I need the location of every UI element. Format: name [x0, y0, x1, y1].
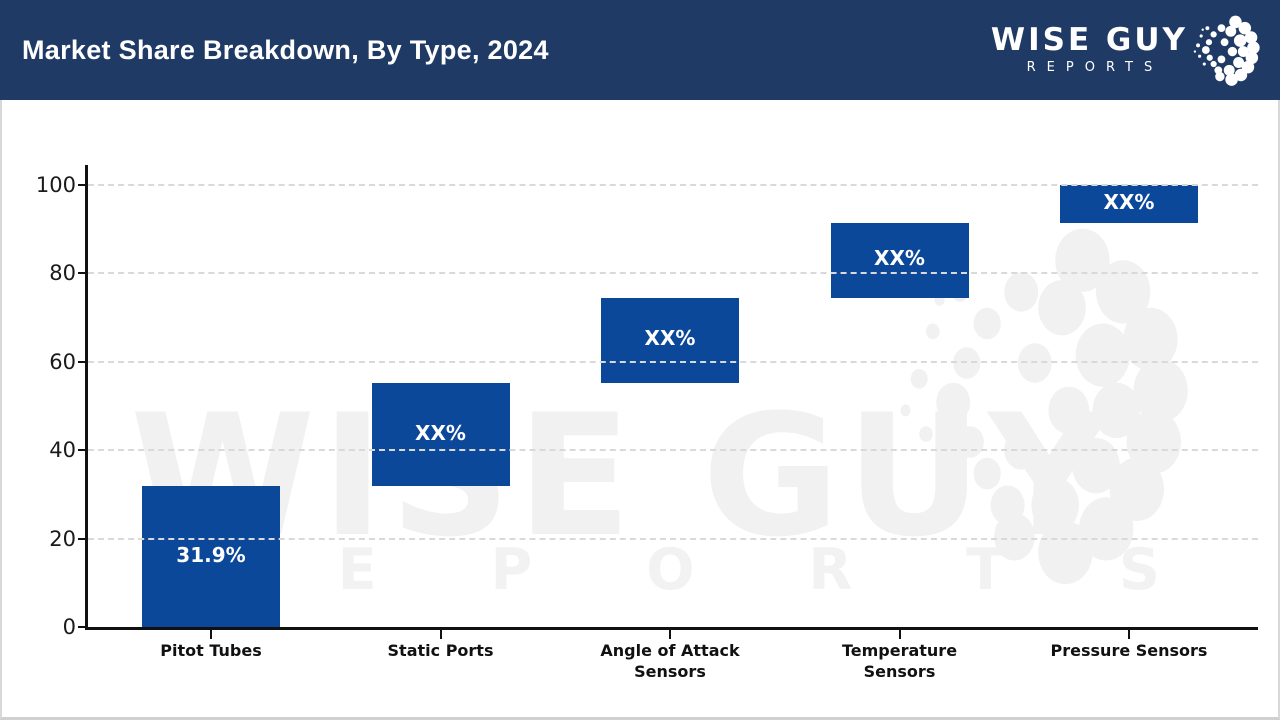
x-category-label: Pressure Sensors — [1050, 641, 1208, 660]
y-tick-mark — [78, 626, 87, 628]
gridline — [88, 184, 1258, 186]
wiseguy-head-icon — [1193, 15, 1260, 86]
y-tick-mark — [78, 537, 87, 540]
bar-pressure-sensors — [1060, 185, 1198, 223]
x-tick-mark — [210, 630, 212, 639]
y-tick-mark — [78, 184, 87, 186]
y-tick-mark — [78, 449, 87, 452]
gridline — [88, 272, 1258, 275]
bar-angle-of-attack-sensors — [601, 297, 739, 383]
logo-wordmark: WISE GUY — [990, 22, 1188, 58]
y-tick-label: 60 — [49, 349, 76, 374]
bar-value-label: XX% — [1103, 190, 1155, 214]
gridline — [88, 360, 1258, 363]
bar-pitot-tubes — [142, 486, 280, 627]
brand-logo-text: WISE GUY REPORTS — [990, 22, 1188, 76]
y-tick-mark — [78, 272, 87, 275]
y-tick-label: 20 — [49, 526, 76, 551]
gridline — [88, 537, 1258, 540]
y-tick-mark — [78, 360, 87, 363]
x-tick-mark — [669, 630, 671, 639]
bar-value-label: XX% — [415, 420, 466, 445]
x-category-label: Temperature Sensors — [841, 641, 958, 681]
page-title: Market Share Breakdown, By Type, 2024 — [22, 34, 549, 65]
y-tick-label: 40 — [49, 438, 76, 463]
watermark-subtitle: R E P O R T S — [180, 537, 1207, 603]
x-tick-mark — [1128, 630, 1130, 639]
y-tick-label: 100 — [35, 173, 76, 197]
bar-value-label: 31.9% — [176, 542, 246, 567]
x-category-label: Static Ports — [387, 641, 494, 660]
bar-static-ports — [371, 383, 510, 486]
y-tick-label: 80 — [49, 261, 76, 286]
x-tick-mark — [439, 630, 442, 639]
gridline — [88, 449, 1258, 452]
bar-value-label: XX% — [874, 246, 925, 271]
bar-value-label: XX% — [644, 326, 696, 351]
logo-subtitle: REPORTS — [1026, 60, 1164, 75]
header: Market Share Breakdown, By Type, 2024 WI… — [0, 0, 1280, 100]
bar-temperature-sensors — [830, 223, 969, 298]
x-tick-mark — [898, 630, 901, 639]
x-axis-line — [85, 627, 1258, 630]
x-category-label: Pitot Tubes — [160, 641, 262, 660]
brand-logo: WISE GUY REPORTS — [991, 9, 1262, 91]
x-category-label: Angle of Attack Sensors — [600, 641, 740, 681]
y-tick-label: 0 — [62, 615, 76, 639]
y-axis-line — [85, 165, 88, 630]
